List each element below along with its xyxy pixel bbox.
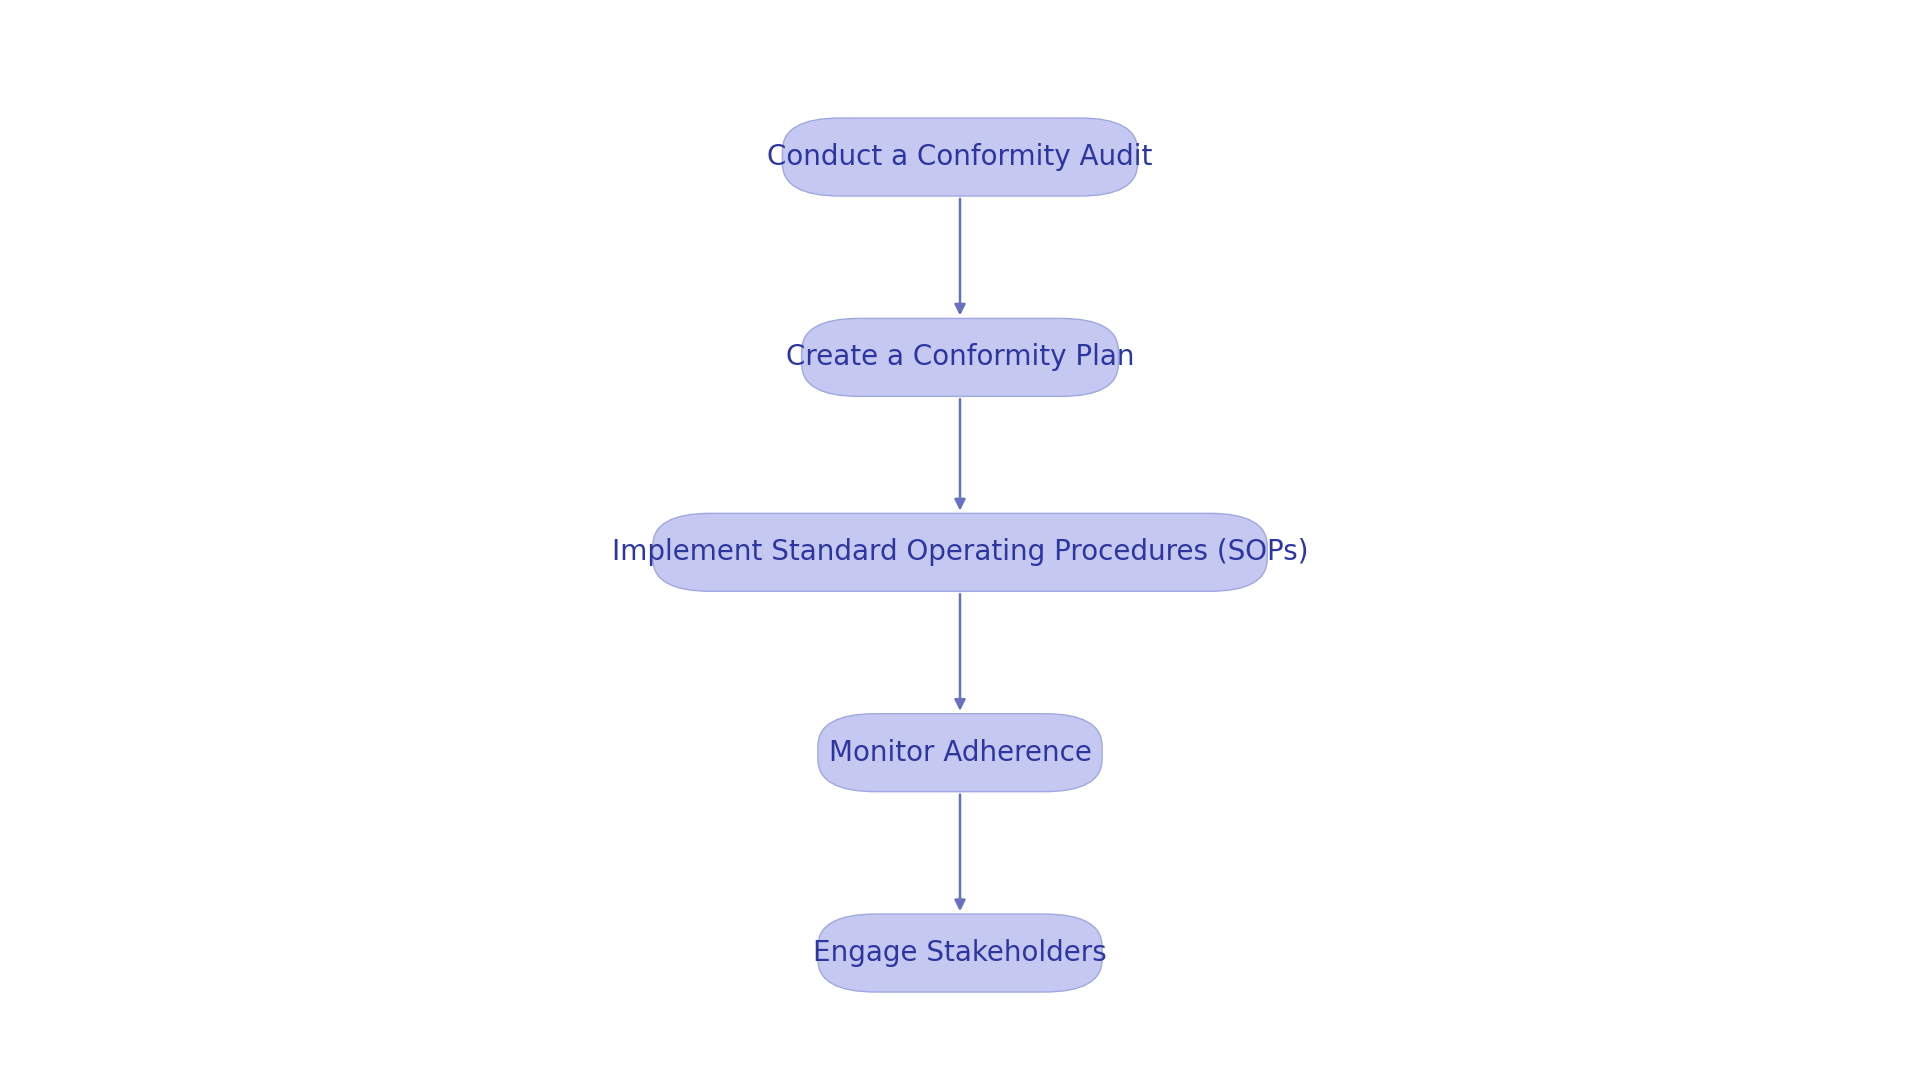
Text: Conduct a Conformity Audit: Conduct a Conformity Audit [768, 143, 1152, 171]
FancyBboxPatch shape [783, 118, 1137, 196]
FancyBboxPatch shape [653, 513, 1267, 591]
Text: Monitor Adherence: Monitor Adherence [829, 739, 1091, 767]
Text: Create a Conformity Plan: Create a Conformity Plan [785, 343, 1135, 371]
FancyBboxPatch shape [818, 714, 1102, 792]
Text: Engage Stakeholders: Engage Stakeholders [814, 939, 1106, 967]
FancyBboxPatch shape [818, 914, 1102, 992]
Text: Implement Standard Operating Procedures (SOPs): Implement Standard Operating Procedures … [612, 538, 1308, 566]
FancyBboxPatch shape [801, 318, 1117, 396]
